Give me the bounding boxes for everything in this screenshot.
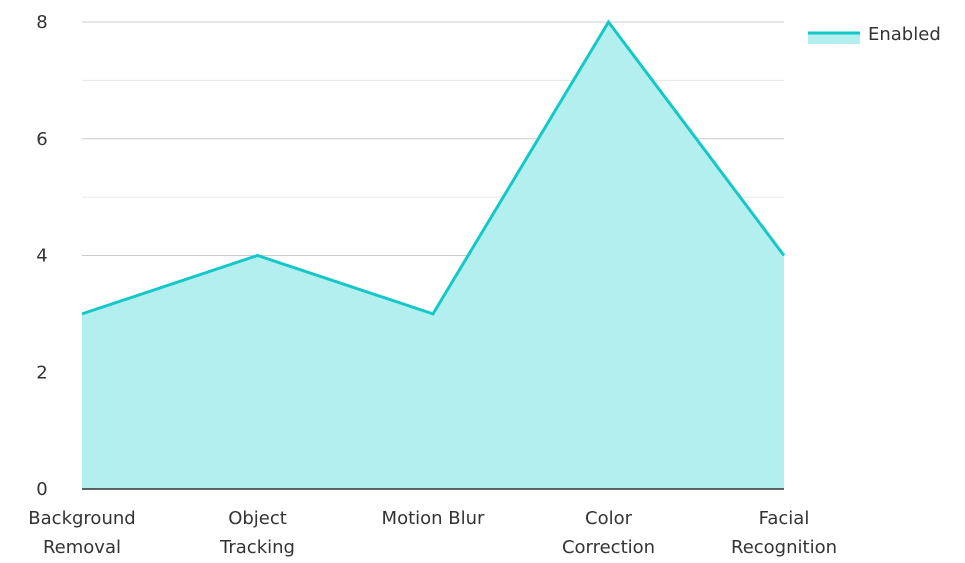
- x-tick-label: Object Tracking: [219, 508, 295, 558]
- x-tick-label: Color Correction: [562, 508, 655, 558]
- y-tick-label: 6: [36, 129, 47, 150]
- area-fill-enabled: [82, 22, 784, 489]
- legend-label-enabled: Enabled: [868, 24, 941, 45]
- legend: Enabled: [808, 24, 941, 45]
- x-axis-category-labels: Background Removal Object Tracking Motion Bl…: [28, 508, 837, 558]
- y-tick-label: 8: [36, 12, 47, 33]
- y-tick-label: 0: [36, 479, 47, 500]
- x-tick-label: Background Removal: [28, 508, 135, 558]
- y-axis-tick-labels: 0 2 4 6 8: [36, 12, 47, 500]
- x-tick-label: Facial Recognition: [731, 508, 837, 558]
- y-tick-label: 2: [36, 362, 47, 383]
- series-line-enabled: [81, 19, 786, 316]
- x-tick-label: Motion Blur: [382, 508, 486, 529]
- y-tick-label: 4: [36, 246, 47, 267]
- legend-swatch-fill: [808, 33, 860, 44]
